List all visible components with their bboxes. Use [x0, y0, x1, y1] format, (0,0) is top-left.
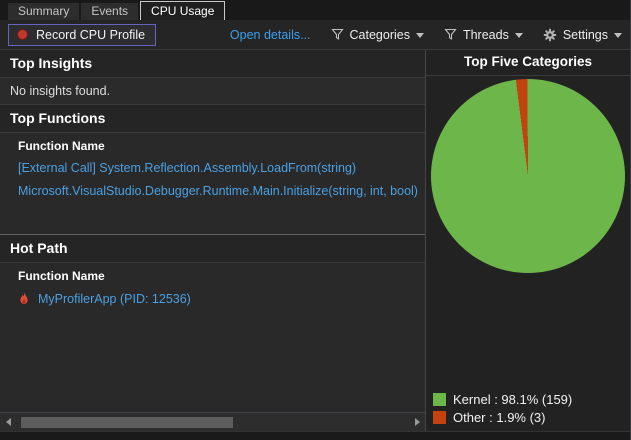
scrollbar-thumb[interactable] — [21, 417, 233, 428]
scroll-right-button[interactable] — [409, 413, 425, 431]
chevron-down-icon — [415, 32, 424, 38]
horizontal-scrollbar[interactable] — [0, 412, 425, 431]
function-name-column-header[interactable]: Function Name — [18, 269, 105, 283]
legend-label: Kernel : 98.1% (159) — [453, 392, 573, 407]
top-functions-grid: Function Name [External Call] System.Ref… — [0, 133, 425, 235]
hot-path-row-label: MyProfilerApp (PID: 12536) — [38, 292, 191, 306]
hot-path-header: Hot Path — [0, 235, 425, 263]
toolbar: Record CPU Profile Open details... Categ… — [0, 20, 630, 50]
chevron-down-icon — [514, 32, 523, 38]
record-cpu-profile-button[interactable]: Record CPU Profile — [8, 23, 157, 46]
chart-title: Top Five Categories — [426, 50, 630, 76]
categories-label: Categories — [349, 27, 410, 42]
settings-dropdown[interactable]: Settings — [543, 28, 622, 42]
kernel-swatch-icon — [433, 393, 446, 406]
threads-label: Threads — [462, 27, 509, 42]
top-insights-header: Top Insights — [0, 50, 425, 78]
arrow-right-icon — [414, 418, 420, 426]
window-bottom-edge — [0, 431, 630, 440]
hot-path-grid: Function Name MyProfilerApp (PID: 12536) — [0, 263, 425, 412]
categories-dropdown[interactable]: Categories — [330, 27, 424, 42]
no-insights-message: No insights found. — [0, 78, 425, 105]
left-panel: Top Insights No insights found. Top Func… — [0, 50, 425, 431]
record-button-label: Record CPU Profile — [36, 27, 146, 42]
hot-path-row[interactable]: MyProfilerApp (PID: 12536) — [0, 287, 425, 311]
filter-icon — [330, 28, 344, 41]
settings-label: Settings — [562, 27, 608, 42]
record-icon — [17, 29, 28, 40]
top-functions-header: Top Functions — [0, 105, 425, 133]
function-name-column-header[interactable]: Function Name — [18, 139, 105, 153]
legend-item-other: Other : 1.9% (3) — [433, 410, 572, 425]
tab-cpu-usage[interactable]: CPU Usage — [140, 1, 226, 20]
scroll-left-button[interactable] — [0, 413, 16, 431]
flame-icon — [18, 292, 30, 306]
arrow-left-icon — [5, 418, 11, 426]
threads-dropdown[interactable]: Threads — [444, 28, 523, 42]
toolbar-right-group: Open details... Categories Threads — [230, 28, 622, 42]
chart-legend: Kernel : 98.1% (159) Other : 1.9% (3) — [433, 392, 572, 425]
tab-summary[interactable]: Summary — [8, 3, 80, 20]
tab-events[interactable]: Events — [81, 3, 139, 20]
chevron-down-icon — [614, 32, 622, 38]
legend-label: Other : 1.9% (3) — [453, 410, 546, 425]
open-details-link[interactable]: Open details... — [229, 27, 311, 42]
legend-item-kernel: Kernel : 98.1% (159) — [433, 392, 572, 407]
other-swatch-icon — [433, 411, 446, 424]
function-row[interactable]: [External Call] System.Reflection.Assemb… — [18, 161, 357, 175]
gear-icon — [543, 28, 557, 42]
filter-icon — [444, 28, 457, 41]
tab-strip: Summary Events CPU Usage — [0, 0, 630, 20]
pie-chart[interactable] — [431, 79, 625, 273]
function-row[interactable]: Microsoft.VisualStudio.Debugger.Runtime.… — [18, 184, 418, 198]
main-area: Top Insights No insights found. Top Func… — [0, 50, 630, 431]
scrollbar-track[interactable] — [16, 413, 409, 431]
right-panel: Top Five Categories Kernel : 98.1% (159)… — [425, 50, 630, 431]
